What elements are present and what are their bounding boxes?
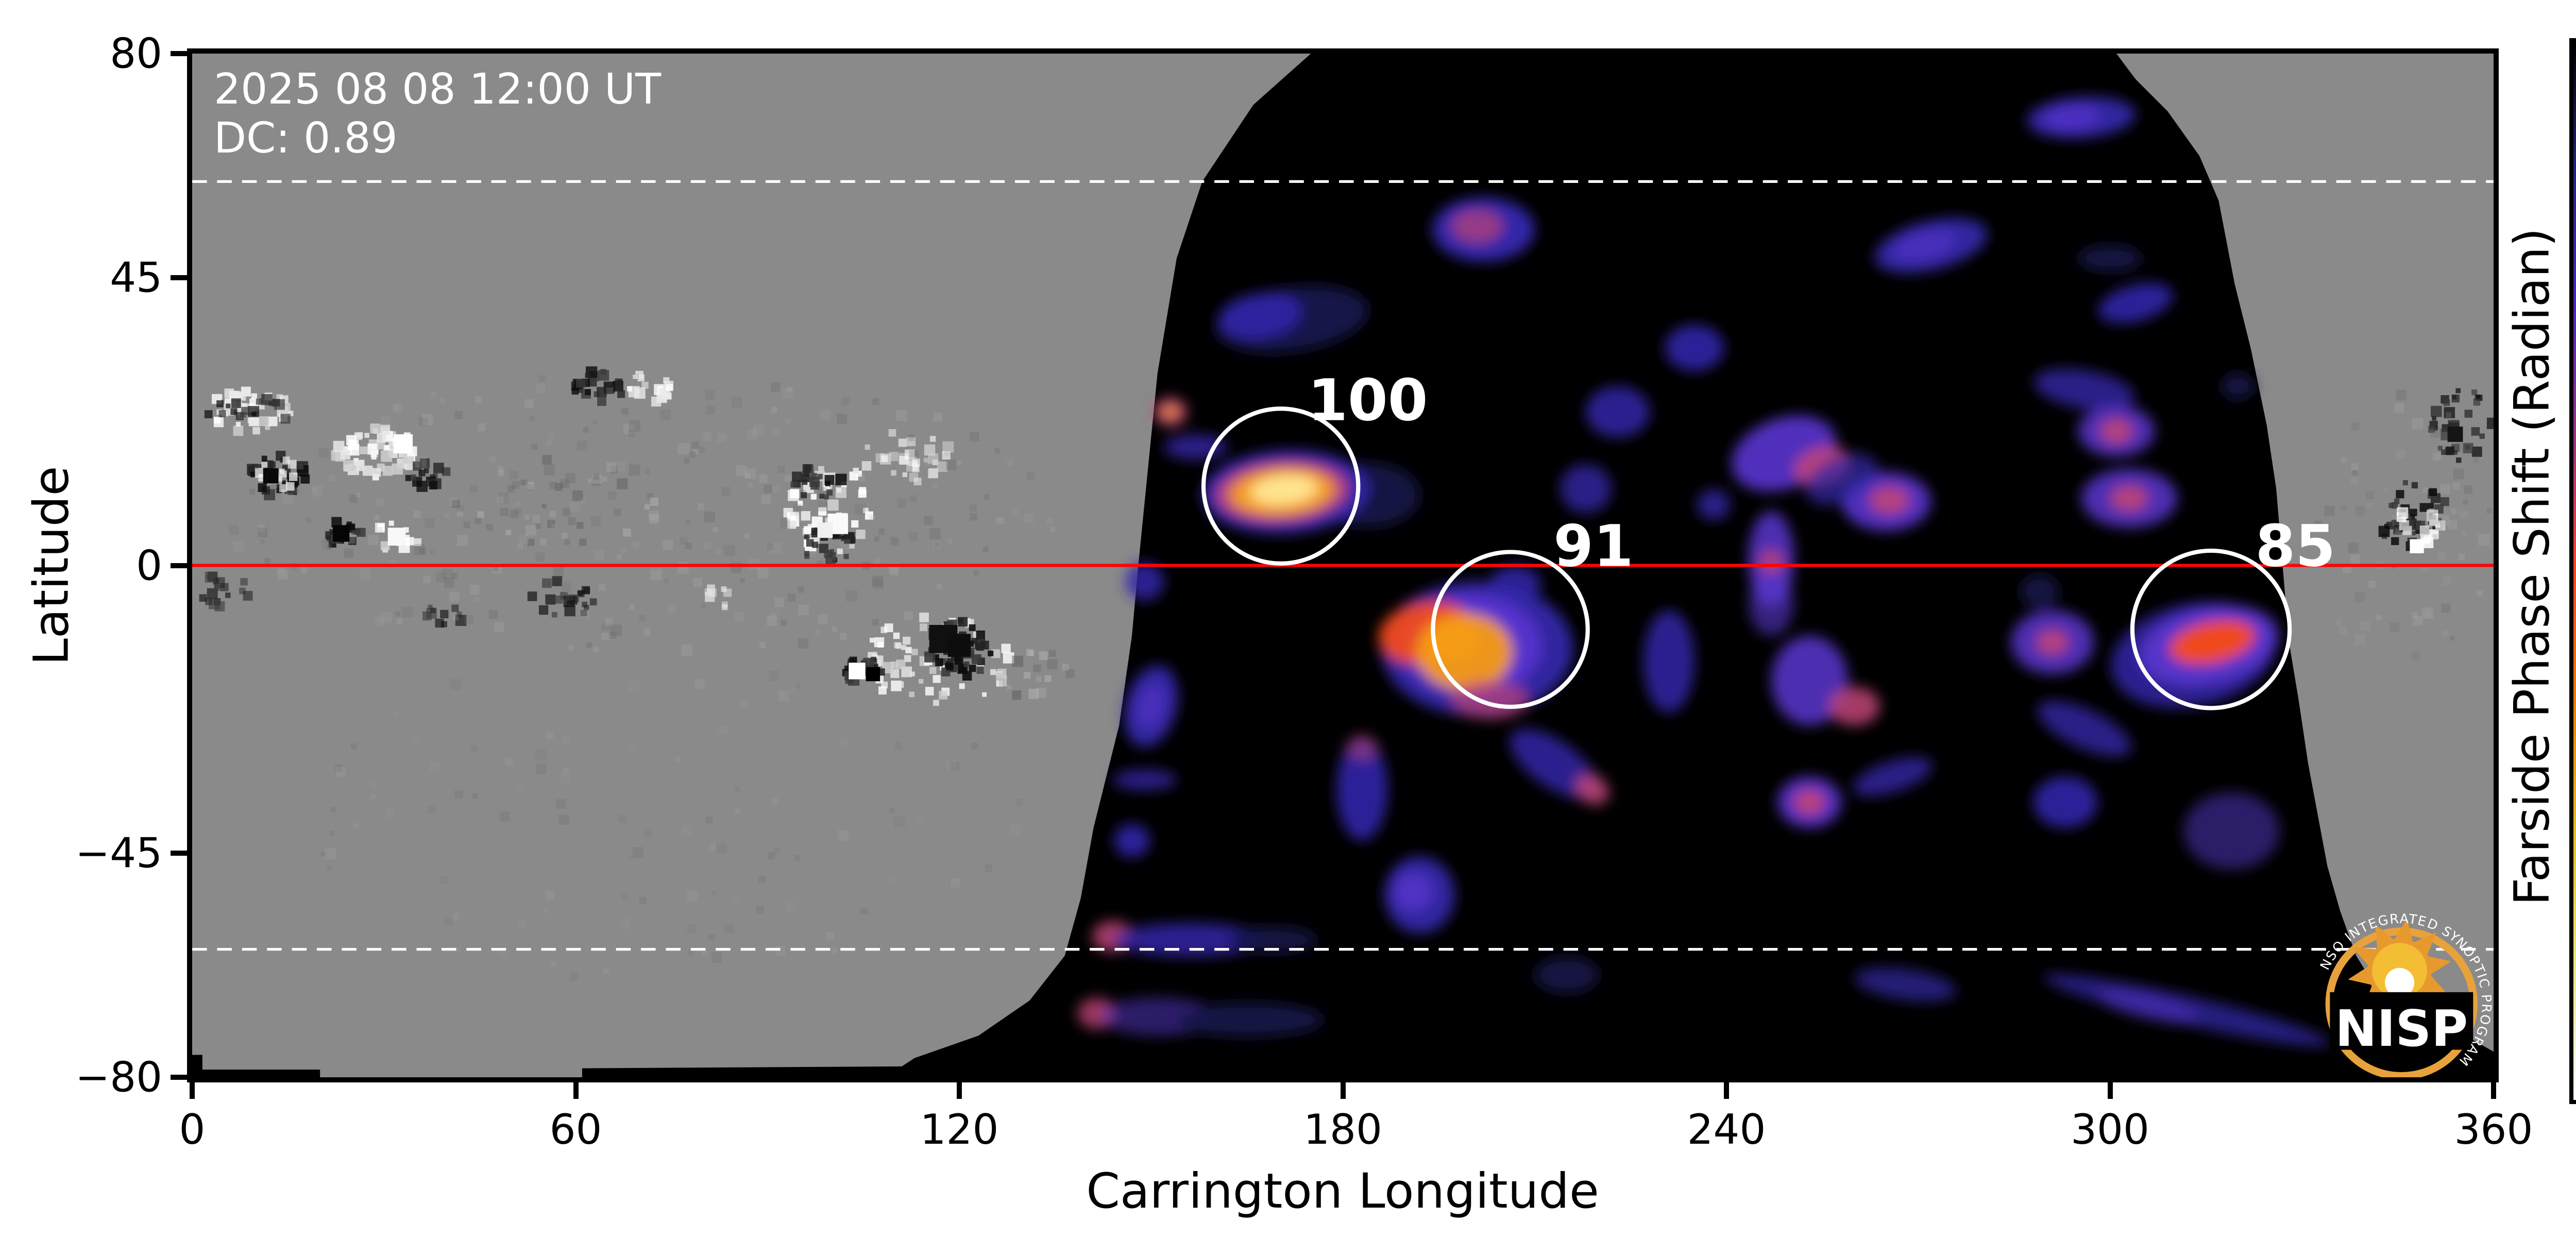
farside-signal-layer <box>1077 96 2330 1046</box>
farside-wrap-strip <box>192 1070 320 1077</box>
active-region-spot <box>332 525 350 542</box>
timestamp-block: 2025 08 08 12:00 UT DC: 0.89 <box>214 65 661 163</box>
y-tick <box>171 563 187 568</box>
region-number-label: 100 <box>1308 367 1428 434</box>
region-circle <box>2130 548 2292 710</box>
active-region-spot <box>849 663 866 680</box>
duty-cycle-label: DC: 0.89 <box>214 114 398 163</box>
x-tick <box>957 1082 962 1099</box>
x-tick-label: 60 <box>549 1106 602 1154</box>
region-circle <box>1431 550 1590 709</box>
active-region-spot <box>263 468 279 484</box>
active-region-spot <box>387 528 406 546</box>
y-tick-label: 45 <box>110 253 162 302</box>
farside-wrap-strip <box>192 1055 202 1077</box>
x-tick <box>2491 1082 2496 1099</box>
x-axis-title: Carrington Longitude <box>1086 1163 1599 1219</box>
x-tick-label: 360 <box>2454 1106 2533 1154</box>
x-tick <box>573 1082 579 1099</box>
active-region-spot <box>2410 539 2424 553</box>
phase-shift-colorbar <box>2569 38 2576 1104</box>
x-tick <box>2107 1082 2113 1099</box>
active-region-spot <box>2447 427 2463 442</box>
x-tick-label: 0 <box>179 1106 206 1154</box>
x-tick-label: 120 <box>920 1106 999 1154</box>
active-region-spot <box>817 522 833 538</box>
x-tick <box>190 1082 195 1099</box>
y-tick-label: −45 <box>75 829 162 877</box>
y-tick <box>171 851 187 856</box>
active-region-spot <box>393 434 413 454</box>
active-region-spot <box>947 634 971 657</box>
timestamp-label: 2025 08 08 12:00 UT <box>214 65 662 114</box>
x-tick-label: 240 <box>1687 1106 1766 1154</box>
map-plot: 100 91 85 NISP NSO INTEGRATED SYNOPTIC PROGR… <box>187 48 2499 1082</box>
y-axis-title: Latitude <box>23 466 80 666</box>
phase-shift-colorbar-title: Farside Phase Shift (Radian) <box>2504 228 2561 906</box>
region-circle <box>1201 406 1361 566</box>
x-tick-label: 300 <box>2071 1106 2149 1154</box>
x-tick <box>1724 1082 1729 1099</box>
y-tick <box>171 1075 187 1080</box>
region-number-label: 91 <box>1553 513 1633 580</box>
y-tick <box>171 51 187 56</box>
active-region-spot <box>866 667 880 682</box>
y-tick <box>171 275 187 280</box>
y-tick-label: 0 <box>136 541 162 589</box>
x-tick <box>1340 1082 1346 1099</box>
y-tick-label: 80 <box>110 29 162 78</box>
nisp-wordmark: NISP <box>2335 999 2468 1058</box>
frontside-noise-layer <box>199 366 2494 981</box>
region-number-label: 85 <box>2256 513 2335 580</box>
x-tick-label: 180 <box>1303 1106 1382 1154</box>
y-tick-label: −80 <box>75 1053 162 1101</box>
